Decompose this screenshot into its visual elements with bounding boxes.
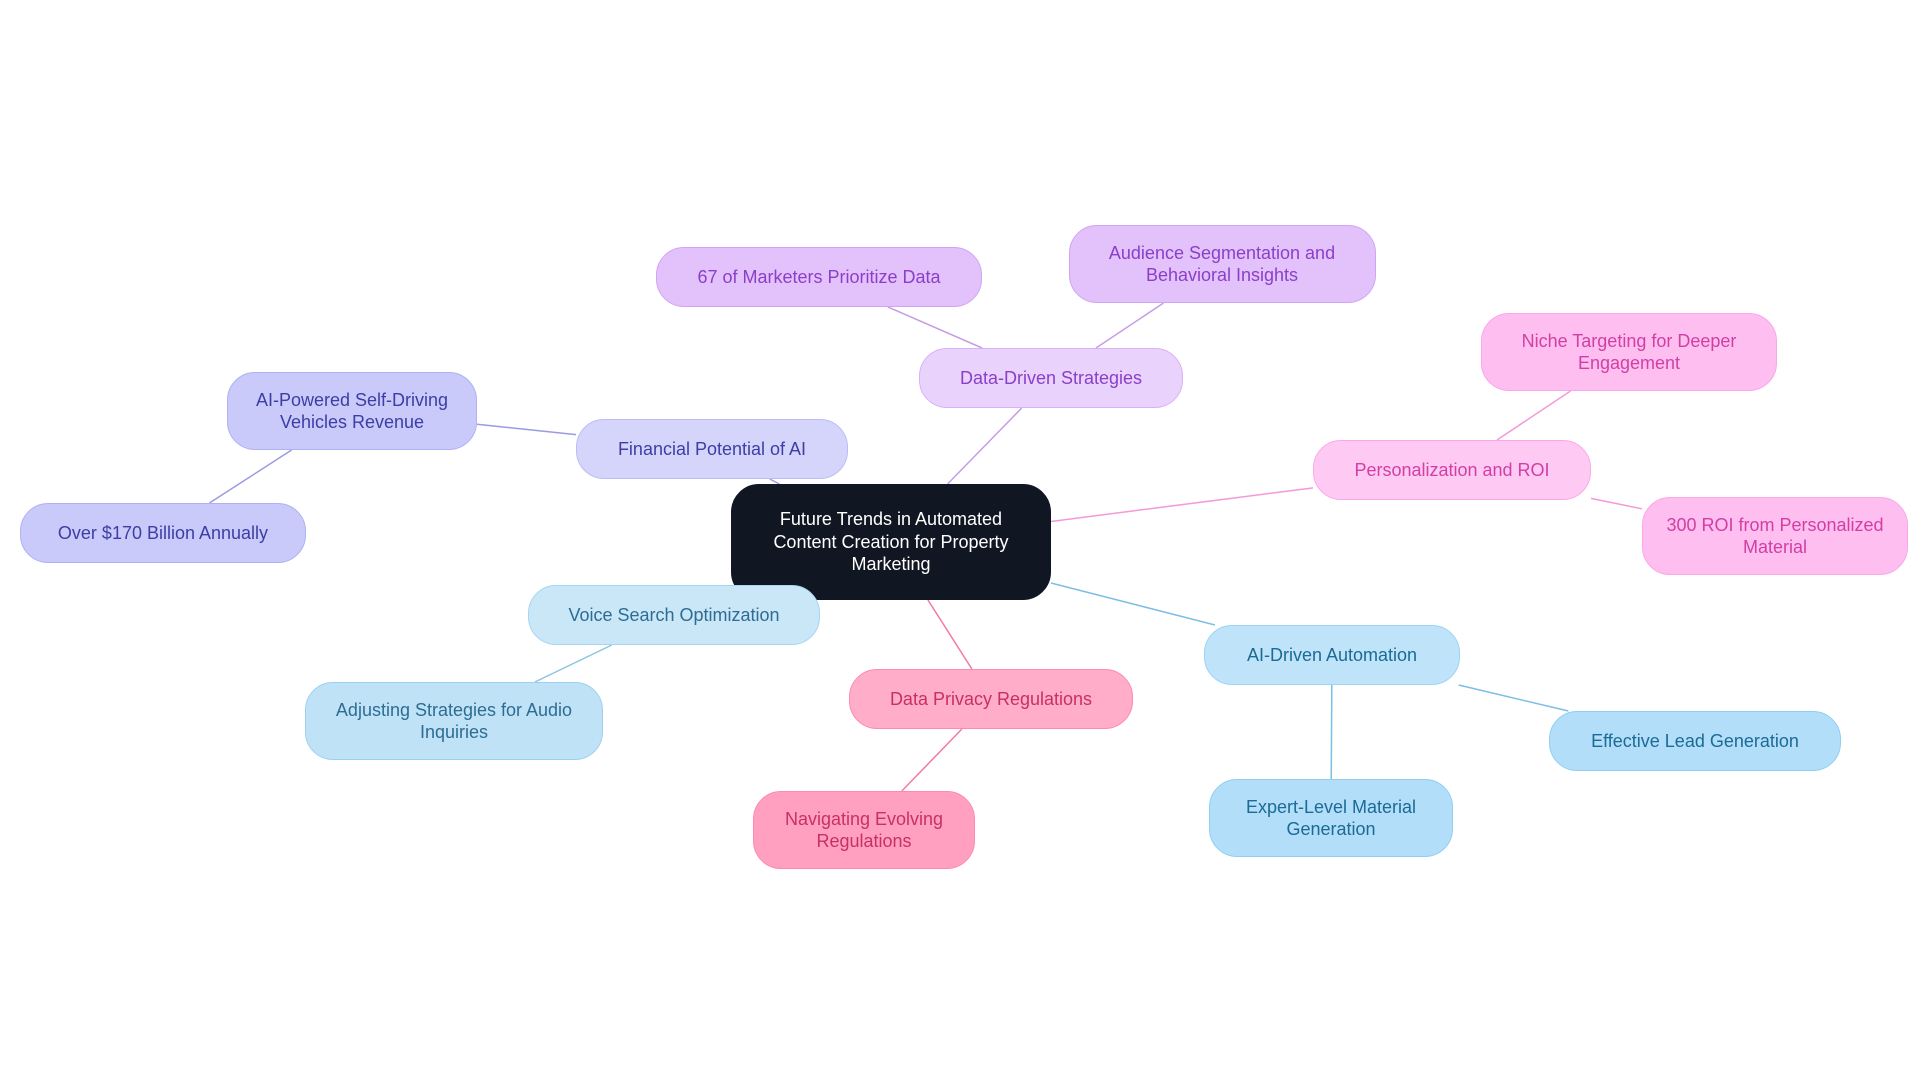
edge-datadriven-marketers67 — [888, 307, 982, 348]
node-label: Data Privacy Regulations — [890, 688, 1092, 711]
node-label: Expert-Level Material Generation — [1228, 796, 1434, 841]
edge-financial-selfdrive — [477, 424, 576, 434]
edge-root-personalization — [1051, 488, 1313, 522]
node-billion170: Over $170 Billion Annually — [20, 503, 306, 563]
node-roi300: 300 ROI from Personalized Material — [1642, 497, 1908, 575]
edge-privacy-navreg — [902, 729, 962, 791]
node-label: AI-Powered Self-Driving Vehicles Revenue — [246, 389, 458, 434]
node-expert: Expert-Level Material Generation — [1209, 779, 1453, 857]
node-voice: Voice Search Optimization — [528, 585, 820, 645]
node-selfdrive: AI-Powered Self-Driving Vehicles Revenue — [227, 372, 477, 450]
edge-selfdrive-billion170 — [209, 450, 291, 503]
node-label: Future Trends in Automated Content Creat… — [750, 508, 1032, 576]
node-audio: Adjusting Strategies for Audio Inquiries — [305, 682, 603, 760]
node-label: Data-Driven Strategies — [960, 367, 1142, 390]
edge-root-privacy — [928, 600, 972, 669]
edge-root-datadriven — [948, 408, 1022, 484]
edge-voice-audio — [535, 645, 612, 682]
node-label: Niche Targeting for Deeper Engagement — [1500, 330, 1758, 375]
node-label: Over $170 Billion Annually — [58, 522, 268, 545]
node-label: 67 of Marketers Prioritize Data — [697, 266, 940, 289]
node-personalization: Personalization and ROI — [1313, 440, 1591, 500]
node-label: 300 ROI from Personalized Material — [1661, 514, 1889, 559]
node-niche: Niche Targeting for Deeper Engagement — [1481, 313, 1777, 391]
node-label: Audience Segmentation and Behavioral Ins… — [1088, 242, 1357, 287]
node-root: Future Trends in Automated Content Creat… — [731, 484, 1051, 600]
node-navreg: Navigating Evolving Regulations — [753, 791, 975, 869]
node-aiauto: AI-Driven Automation — [1204, 625, 1460, 685]
edge-root-aiauto — [1051, 583, 1215, 625]
node-datadriven: Data-Driven Strategies — [919, 348, 1183, 408]
node-label: Adjusting Strategies for Audio Inquiries — [324, 699, 584, 744]
edge-personalization-niche — [1497, 391, 1571, 440]
node-privacy: Data Privacy Regulations — [849, 669, 1133, 729]
node-label: Personalization and ROI — [1354, 459, 1549, 482]
node-audience: Audience Segmentation and Behavioral Ins… — [1069, 225, 1376, 303]
node-lead: Effective Lead Generation — [1549, 711, 1841, 771]
edge-aiauto-lead — [1459, 685, 1569, 711]
edge-personalization-roi300 — [1591, 498, 1642, 508]
node-label: Effective Lead Generation — [1591, 730, 1799, 753]
node-label: Financial Potential of AI — [618, 438, 806, 461]
mindmap-canvas: Future Trends in Automated Content Creat… — [0, 0, 1920, 1083]
node-label: AI-Driven Automation — [1247, 644, 1417, 667]
edge-datadriven-audience — [1096, 303, 1164, 348]
node-marketers67: 67 of Marketers Prioritize Data — [656, 247, 982, 307]
node-label: Voice Search Optimization — [568, 604, 779, 627]
node-financial: Financial Potential of AI — [576, 419, 848, 479]
node-label: Navigating Evolving Regulations — [772, 808, 956, 853]
edge-aiauto-expert — [1331, 685, 1332, 779]
